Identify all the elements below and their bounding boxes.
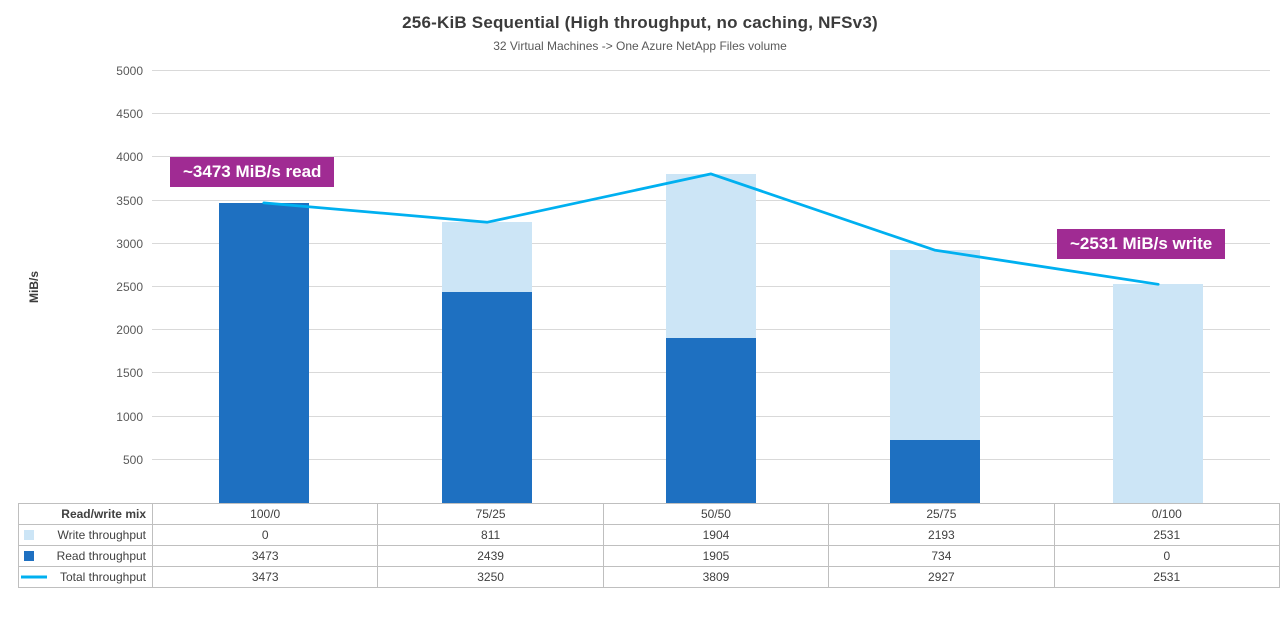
y-axis-tick-label: 1000 xyxy=(116,409,143,424)
category-label: 75/25 xyxy=(377,503,604,525)
data-table: Read/write mix 100/0 75/25 50/50 25/75 0/100 W… xyxy=(18,503,1280,588)
y-axis-tick-label: 2000 xyxy=(116,323,143,338)
read-throughput-bar-segment xyxy=(666,338,756,503)
table-row-write-throughput: Write throughput 0 811 1904 2193 2531 xyxy=(18,524,1280,546)
chart-title: 256-KiB Sequential (High throughput, no … xyxy=(402,13,878,32)
y-axis-tick-label: 4000 xyxy=(116,150,143,165)
value-cell-write-throughput: 1904 xyxy=(602,524,830,546)
gridline xyxy=(152,156,1270,158)
plot-area: 500 1000 1500 2000 2500 3000 3500 4000 4500 5000 xyxy=(116,64,1270,503)
annotation-read-callout: ~3473 MiB/s read xyxy=(170,157,335,187)
legend-key-read-throughput-square xyxy=(24,551,34,561)
category-axis-title: Read/write mix xyxy=(18,503,153,525)
value-cell-total-throughput: 3809 xyxy=(602,566,830,588)
y-axis-tick-label: 500 xyxy=(122,452,143,467)
table-row-read-throughput: Read throughput 3473 2439 1905 734 0 xyxy=(18,545,1280,567)
value-cell-read-throughput: 1905 xyxy=(602,545,830,567)
value-cell-total-throughput: 2531 xyxy=(1053,566,1280,588)
y-axis-tick-label: 3500 xyxy=(116,193,143,208)
value-cell-total-throughput: 3473 xyxy=(151,566,379,588)
y-axis-title: MiB/s xyxy=(27,270,41,304)
y-axis-tick-label: 4500 xyxy=(116,107,143,122)
legend-label-read-throughput: Read throughput xyxy=(18,545,153,567)
write-throughput-bar-segment xyxy=(1113,284,1204,503)
total-throughput-line xyxy=(262,172,1160,286)
total-throughput-line-layer xyxy=(262,172,1160,286)
legend-key-write-throughput-square xyxy=(24,530,34,540)
bars-layer xyxy=(152,71,1270,503)
legend-key-total-throughput-line xyxy=(21,575,47,579)
legend-label-total-throughput: Total throughput xyxy=(18,566,153,588)
value-cell-write-throughput: 2193 xyxy=(828,524,1055,546)
value-cell-total-throughput: 3250 xyxy=(377,566,604,588)
chart-subtitle: 32 Virtual Machines -> One Azure NetApp … xyxy=(493,39,787,53)
read-throughput-bar-segment xyxy=(442,292,533,503)
legend-label-write-throughput: Write throughput xyxy=(18,524,153,546)
value-cell-total-throughput: 2927 xyxy=(828,566,1055,588)
category-label: 100/0 xyxy=(151,503,379,525)
value-cell-read-throughput: 2439 xyxy=(377,545,604,567)
write-throughput-bar-segment xyxy=(889,250,980,440)
read-throughput-bar-segment xyxy=(218,202,309,503)
write-throughput-bar-segment xyxy=(442,222,533,293)
gridline xyxy=(152,70,1270,71)
category-label: 25/75 xyxy=(828,503,1055,525)
value-cell-read-throughput: 0 xyxy=(1053,545,1280,567)
value-cell-read-throughput: 734 xyxy=(828,545,1055,567)
annotation-write-callout: ~2531 MiB/s write xyxy=(1057,229,1226,259)
value-cell-write-throughput: 811 xyxy=(377,524,604,546)
gridline xyxy=(152,113,1270,115)
y-axis-tick-label: 2500 xyxy=(116,280,143,294)
value-cell-write-throughput: 2531 xyxy=(1053,524,1280,546)
y-axis-tick-label: 5000 xyxy=(116,64,143,78)
value-cell-read-throughput: 3473 xyxy=(151,545,379,567)
category-label: 50/50 xyxy=(602,503,830,525)
y-axis-tick-label: 3000 xyxy=(116,236,143,251)
y-axis-tick-label: 1500 xyxy=(116,366,143,381)
write-throughput-bar-segment xyxy=(666,173,756,339)
read-throughput-bar-segment xyxy=(889,439,980,503)
table-row-categories: Read/write mix 100/0 75/25 50/50 25/75 0/100 xyxy=(18,503,1280,525)
table-row-total-throughput: Total throughput 3473 3250 3809 2927 2531 xyxy=(18,566,1280,588)
category-label: 0/100 xyxy=(1053,503,1280,525)
value-cell-write-throughput: 0 xyxy=(151,524,379,546)
